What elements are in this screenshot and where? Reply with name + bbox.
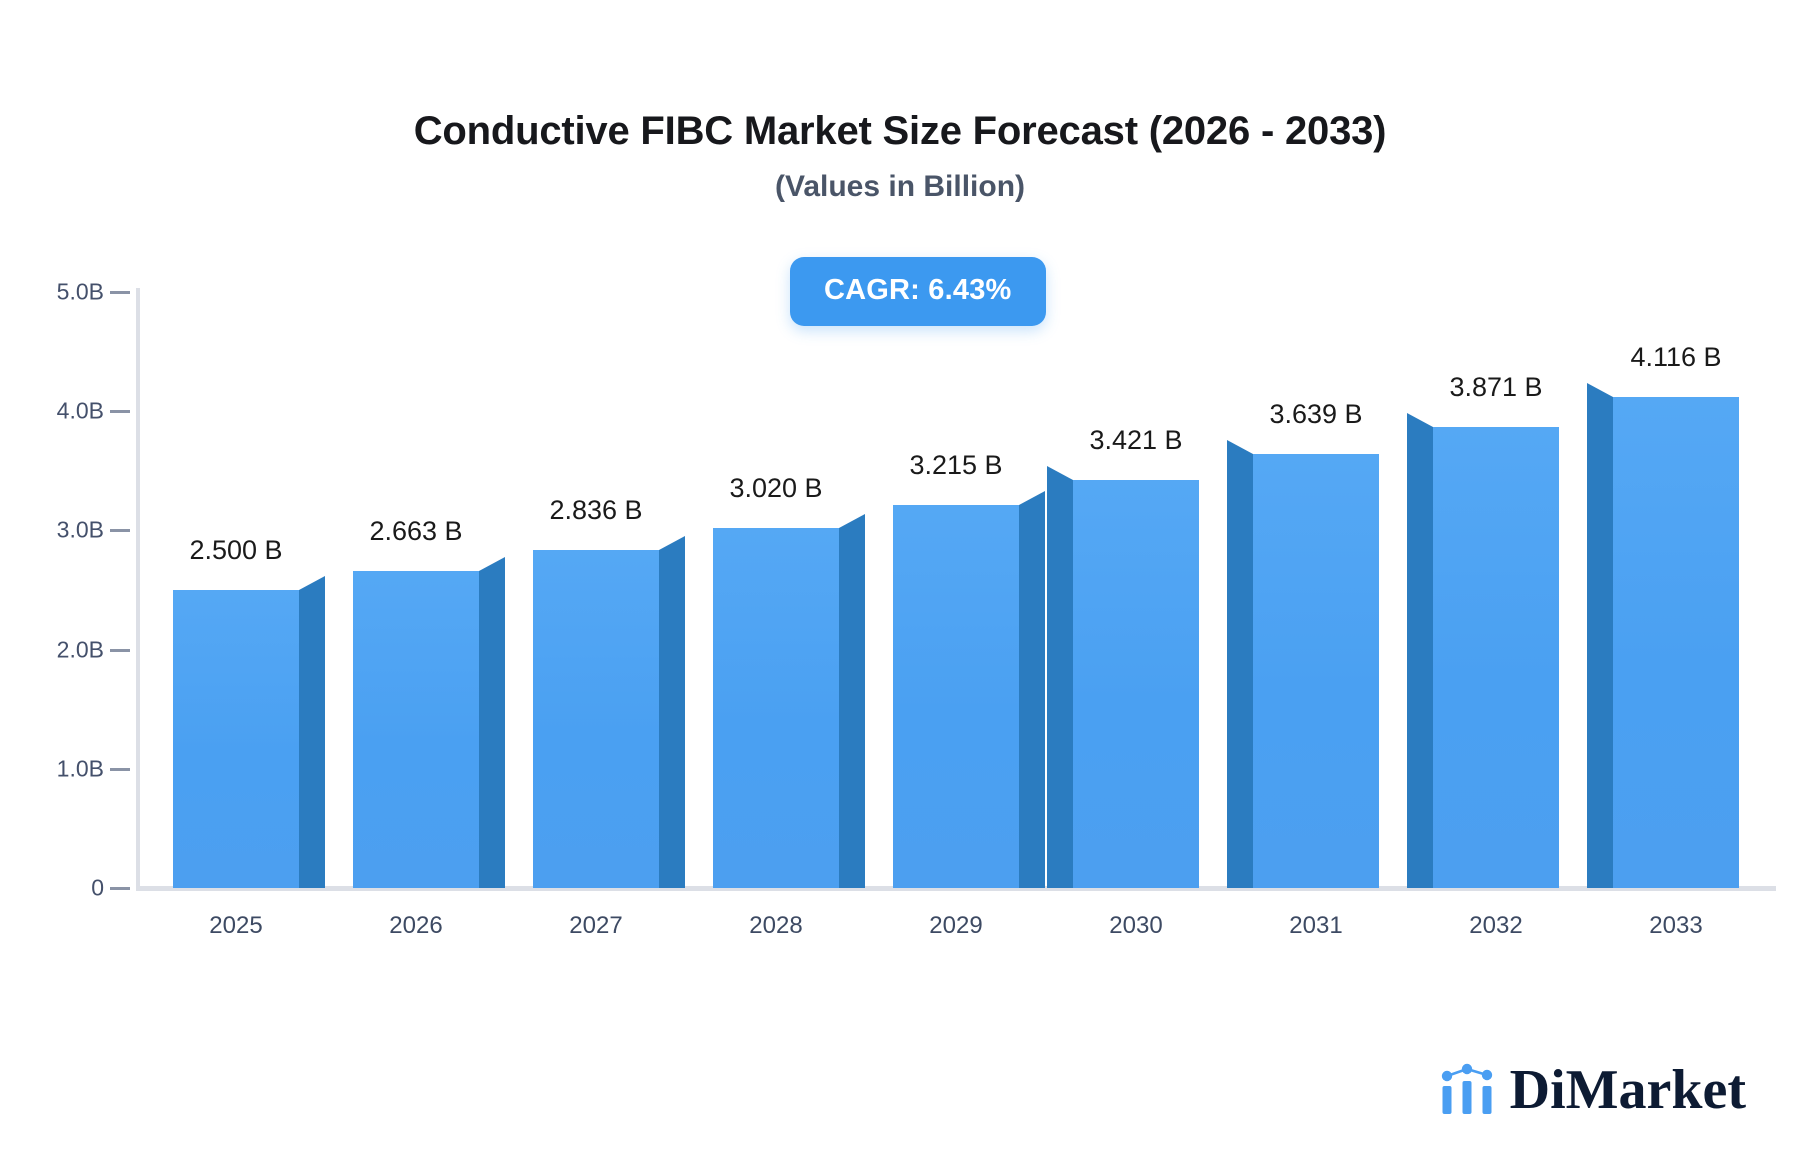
x-axis-label: 2026	[389, 912, 443, 939]
bar-side-face	[1019, 490, 1045, 888]
bar-column: 2.500 B	[173, 535, 325, 888]
bar-front-face	[1073, 480, 1199, 888]
bar-item[interactable]: 3.871 B	[1407, 280, 1559, 888]
y-axis-tick-label: 4.0B	[56, 397, 104, 424]
cagr-badge-label: CAGR: 6.43%	[824, 274, 1012, 306]
bar-side-face	[1047, 466, 1073, 888]
bar-side-face	[659, 535, 685, 888]
x-axis-label: 2030	[1109, 912, 1163, 939]
bar-column: 2.663 B	[353, 516, 505, 888]
bar-column: 4.116 B	[1587, 342, 1739, 888]
bar-chart-trend-icon	[1441, 1063, 1492, 1114]
x-axis-label: 2025	[209, 912, 263, 939]
y-axis-line	[136, 288, 140, 890]
bar-column: 2.836 B	[533, 495, 685, 888]
bar-value-label: 4.116 B	[1630, 342, 1722, 373]
bar-value-label: 2.500 B	[189, 535, 283, 565]
cagr-badge: CAGR: 6.43%	[790, 257, 1046, 326]
x-axis-label: 2029	[929, 912, 983, 939]
bar-front-face	[893, 504, 1019, 888]
bar-value-label: 3.871 B	[1449, 371, 1543, 402]
bar-value-label: 2.836 B	[549, 494, 643, 525]
y-axis-tick-mark	[110, 887, 130, 890]
bar-series: 2.500 B 2.663 B 2.836 B 3.020 B 3.215 B 3.421…	[146, 280, 1766, 888]
y-axis-tick-mark	[110, 410, 130, 414]
brand-logo: DiMarket	[1440, 1062, 1746, 1118]
bar-front-face	[713, 528, 839, 888]
y-axis-tick-label: 1.0B	[56, 755, 104, 782]
y-axis-tick-mark	[110, 291, 130, 294]
bar-front-face	[173, 590, 299, 888]
x-axis-label: 2027	[569, 912, 623, 939]
bar-value-label: 2.663 B	[369, 515, 463, 546]
x-axis-label: 2033	[1649, 912, 1703, 939]
chart-header: Conductive FIBC Market Size Forecast (20…	[0, 108, 1800, 205]
bar-value-label: 3.215 B	[909, 449, 1003, 480]
y-axis-tick-mark	[110, 648, 130, 652]
y-axis-tick-label: 0	[91, 874, 104, 901]
bar-front-face	[1253, 454, 1379, 888]
bar-item[interactable]: 2.836 B	[533, 280, 685, 888]
bar-item[interactable]: 2.663 B	[353, 280, 505, 888]
y-axis-tick-mark	[110, 529, 130, 533]
y-axis-tick-label: 3.0B	[56, 516, 104, 543]
chart-subtitle: (Values in Billion)	[774, 170, 1026, 203]
bar-side-face	[839, 514, 865, 888]
bar-item[interactable]: 3.421 B	[1047, 280, 1199, 888]
y-axis-tick-mark	[110, 767, 130, 771]
bar-side-face	[1587, 383, 1613, 888]
y-axis-tick-label: 5.0B	[56, 278, 104, 305]
bar-item[interactable]: 3.215 B	[893, 280, 1045, 888]
bar-value-label: 3.421 B	[1089, 425, 1183, 456]
bar-side-face	[479, 556, 505, 888]
bar-item[interactable]: 2.500 B	[173, 280, 325, 888]
bar-column: 3.421 B	[1047, 425, 1199, 888]
bar-column: 3.871 B	[1407, 372, 1559, 888]
bar-column: 3.020 B	[713, 473, 865, 888]
bar-side-face	[1227, 440, 1253, 888]
x-axis-label: 2028	[749, 912, 803, 939]
bar-column: 3.215 B	[893, 450, 1045, 888]
x-axis-label: 2031	[1289, 912, 1343, 939]
bar-front-face	[1613, 397, 1739, 888]
y-axis-tick-label: 2.0B	[56, 636, 104, 663]
bar-value-label: 3.020 B	[729, 473, 823, 504]
bar-side-face	[1407, 412, 1433, 888]
bar-column: 3.639 B	[1227, 399, 1379, 888]
bar-item[interactable]: 3.639 B	[1227, 280, 1379, 888]
bar-front-face	[533, 549, 659, 888]
bar-item[interactable]: 4.116 B	[1587, 280, 1739, 888]
x-axis-line	[136, 886, 1776, 891]
brand-name: DiMarket	[1509, 1059, 1746, 1121]
page-title: Conductive FIBC Market Size Forecast (20…	[413, 109, 1387, 153]
bar-side-face	[299, 576, 325, 888]
bar-front-face	[1433, 426, 1559, 888]
bar-front-face	[353, 570, 479, 888]
bar-value-label: 3.639 B	[1269, 399, 1363, 430]
bar-item[interactable]: 3.020 B	[713, 280, 865, 888]
x-axis-label: 2032	[1469, 912, 1523, 939]
